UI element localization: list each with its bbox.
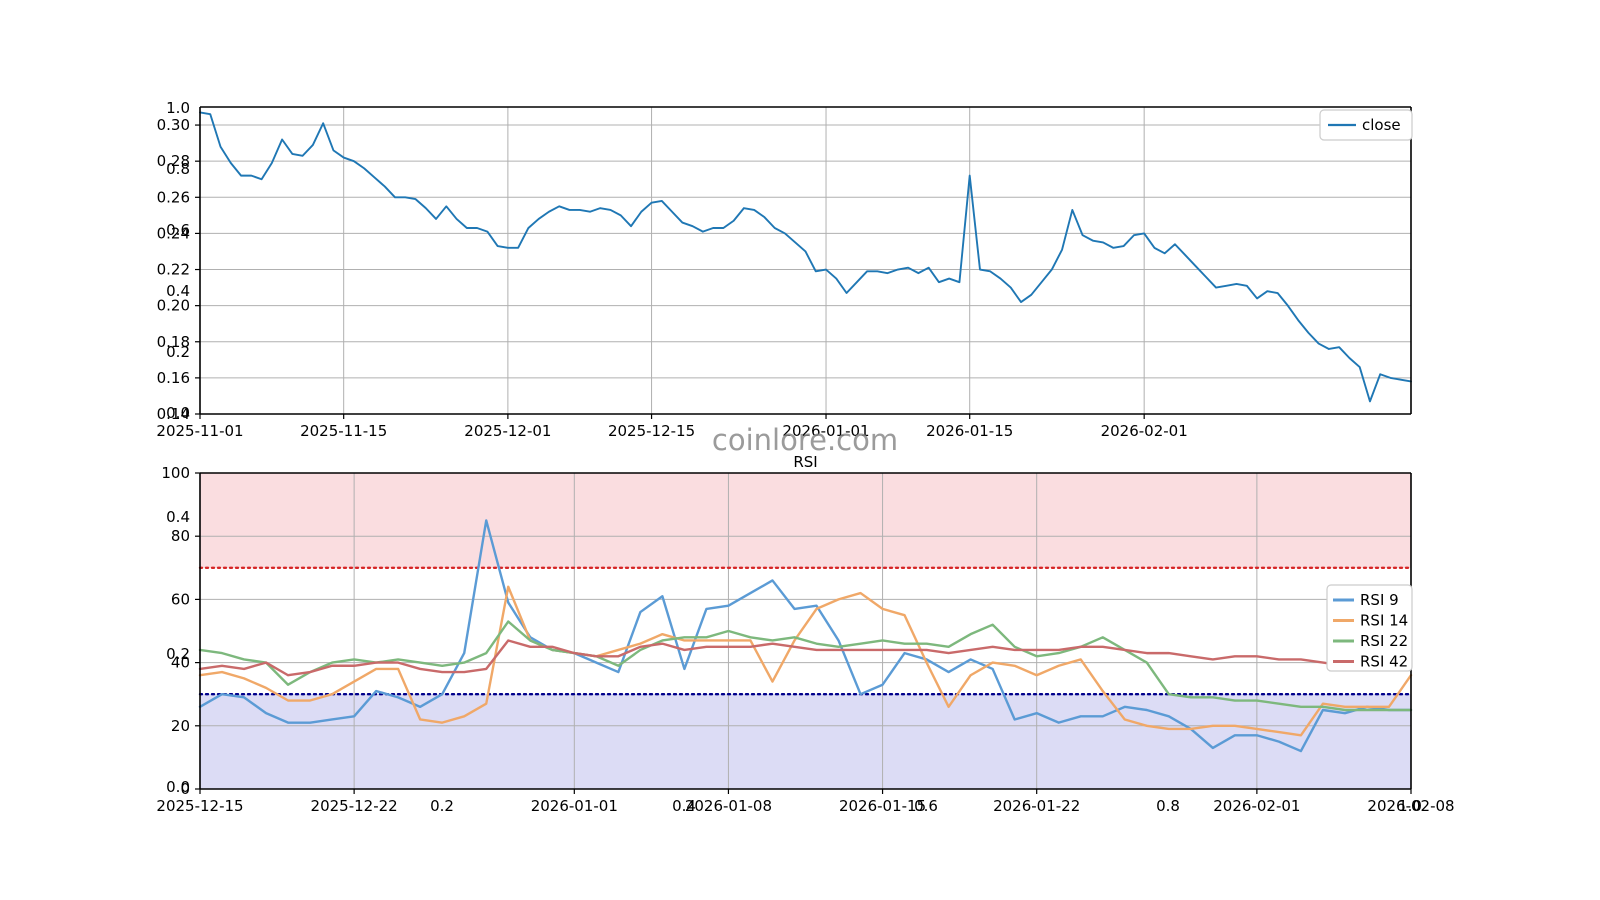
rsi-ytick-label: 80 <box>171 527 190 545</box>
rsi-xtick-label: 2026-01-15 <box>839 797 926 815</box>
price-xtick-label: 2026-01-01 <box>782 422 869 440</box>
rsi-xtick-label: 2026-02-08 <box>1367 797 1454 815</box>
price-ytick-label-secondary: 0.6 <box>166 221 190 239</box>
rsi-xtick-label-secondary: 0.4 <box>672 797 696 815</box>
rsi-xtick-label-secondary: 1.0 <box>1398 797 1422 815</box>
price-ytick-label: 0.22 <box>157 261 190 279</box>
price-ytick-label: 0.28 <box>157 152 190 170</box>
rsi-legend[interactable]: RSI 9 RSI 14 RSI 22 RSI 42 <box>1326 584 1413 672</box>
price-ytick-label: 0.24 <box>157 224 190 242</box>
price-ytick-label: 0.20 <box>157 297 190 315</box>
watermark-text: coinlore.com <box>712 423 898 457</box>
rsi-ytick-label: 20 <box>171 717 190 735</box>
price-xtick-label: 2025-12-01 <box>464 422 551 440</box>
rsi-line-rsi-9 <box>198 519 1413 753</box>
rsi-line-rsi-42 <box>198 639 1413 677</box>
price-legend-text-close: close <box>1362 116 1401 134</box>
price-xtick-label: 2025-12-15 <box>608 422 695 440</box>
rsi-xtick-label-secondary: 0.8 <box>1156 797 1180 815</box>
price-xtick-label: 2025-11-15 <box>300 422 387 440</box>
rsi-oversold-band <box>200 694 1411 789</box>
rsi-ytick-label: 0 <box>180 780 190 798</box>
rsi-line-rsi-22 <box>198 620 1413 712</box>
rsi-xtick-label: 2025-12-15 <box>156 797 243 815</box>
price-line-close <box>199 111 1412 403</box>
rsi-ytick-label-secondary: 0.4 <box>166 508 190 526</box>
rsi-ytick-label-secondary: 0.0 <box>166 778 190 796</box>
rsi-legend-text-3: RSI 42 <box>1360 653 1408 671</box>
price-xtick-label: 2026-02-01 <box>1101 422 1188 440</box>
price-xtick-label: 2026-01-15 <box>926 422 1013 440</box>
price-ytick-label-secondary: 0.4 <box>166 282 190 300</box>
rsi-ytick-label: 40 <box>171 654 190 672</box>
price-ytick-label-secondary: 0.8 <box>166 160 190 178</box>
price-plot-background <box>200 107 1411 414</box>
rsi-xtick-label: 2026-01-01 <box>531 797 618 815</box>
price-legend-box <box>1319 109 1413 141</box>
rsi-legend-box <box>1326 584 1413 672</box>
rsi-legend-text-2: RSI 22 <box>1360 632 1408 650</box>
rsi-ytick-label-secondary: 0.2 <box>166 645 190 663</box>
rsi-xtick-label: 2026-01-22 <box>993 797 1080 815</box>
rsi-panel: 0 20 40 60 80 100 0.0 0.2 0.4 2025-12-15 2025-12-2… <box>156 453 1454 815</box>
price-legend[interactable]: close <box>1319 109 1413 141</box>
rsi-xtick-label: 2026-02-01 <box>1213 797 1300 815</box>
rsi-xtick-label-secondary: 0.2 <box>430 797 454 815</box>
rsi-xtick-label-secondary: 0.6 <box>914 797 938 815</box>
rsi-legend-text-1: RSI 14 <box>1360 612 1408 630</box>
price-ytick-label-secondary: 1.0 <box>166 99 190 117</box>
price-ytick-label: 0.18 <box>157 333 190 351</box>
price-ytick-label: 0.30 <box>157 116 190 134</box>
rsi-overbought-band <box>200 473 1411 568</box>
price-panel: 0.14 0.16 0.18 0.20 0.22 0.24 0.26 0.28 0.30 0.0 0… <box>156 99 1413 440</box>
price-ytick-label-secondary: 0.0 <box>166 404 190 422</box>
price-ytick-label: 0.14 <box>157 405 190 423</box>
rsi-line-rsi-14 <box>198 585 1413 737</box>
rsi-ytick-label: 60 <box>171 590 190 608</box>
rsi-xtick-label: 2025-12-22 <box>311 797 398 815</box>
rsi-xtick-label: 2026-01-08 <box>685 797 772 815</box>
rsi-legend-text-0: RSI 9 <box>1360 591 1399 609</box>
price-ytick-label-secondary: 0.2 <box>166 343 190 361</box>
rsi-ytick-label: 100 <box>161 464 190 482</box>
price-xtick-label: 2025-11-01 <box>156 422 243 440</box>
price-ytick-label: 0.26 <box>157 188 190 206</box>
rsi-title: RSI <box>793 453 817 471</box>
price-ytick-label: 0.16 <box>157 369 190 387</box>
